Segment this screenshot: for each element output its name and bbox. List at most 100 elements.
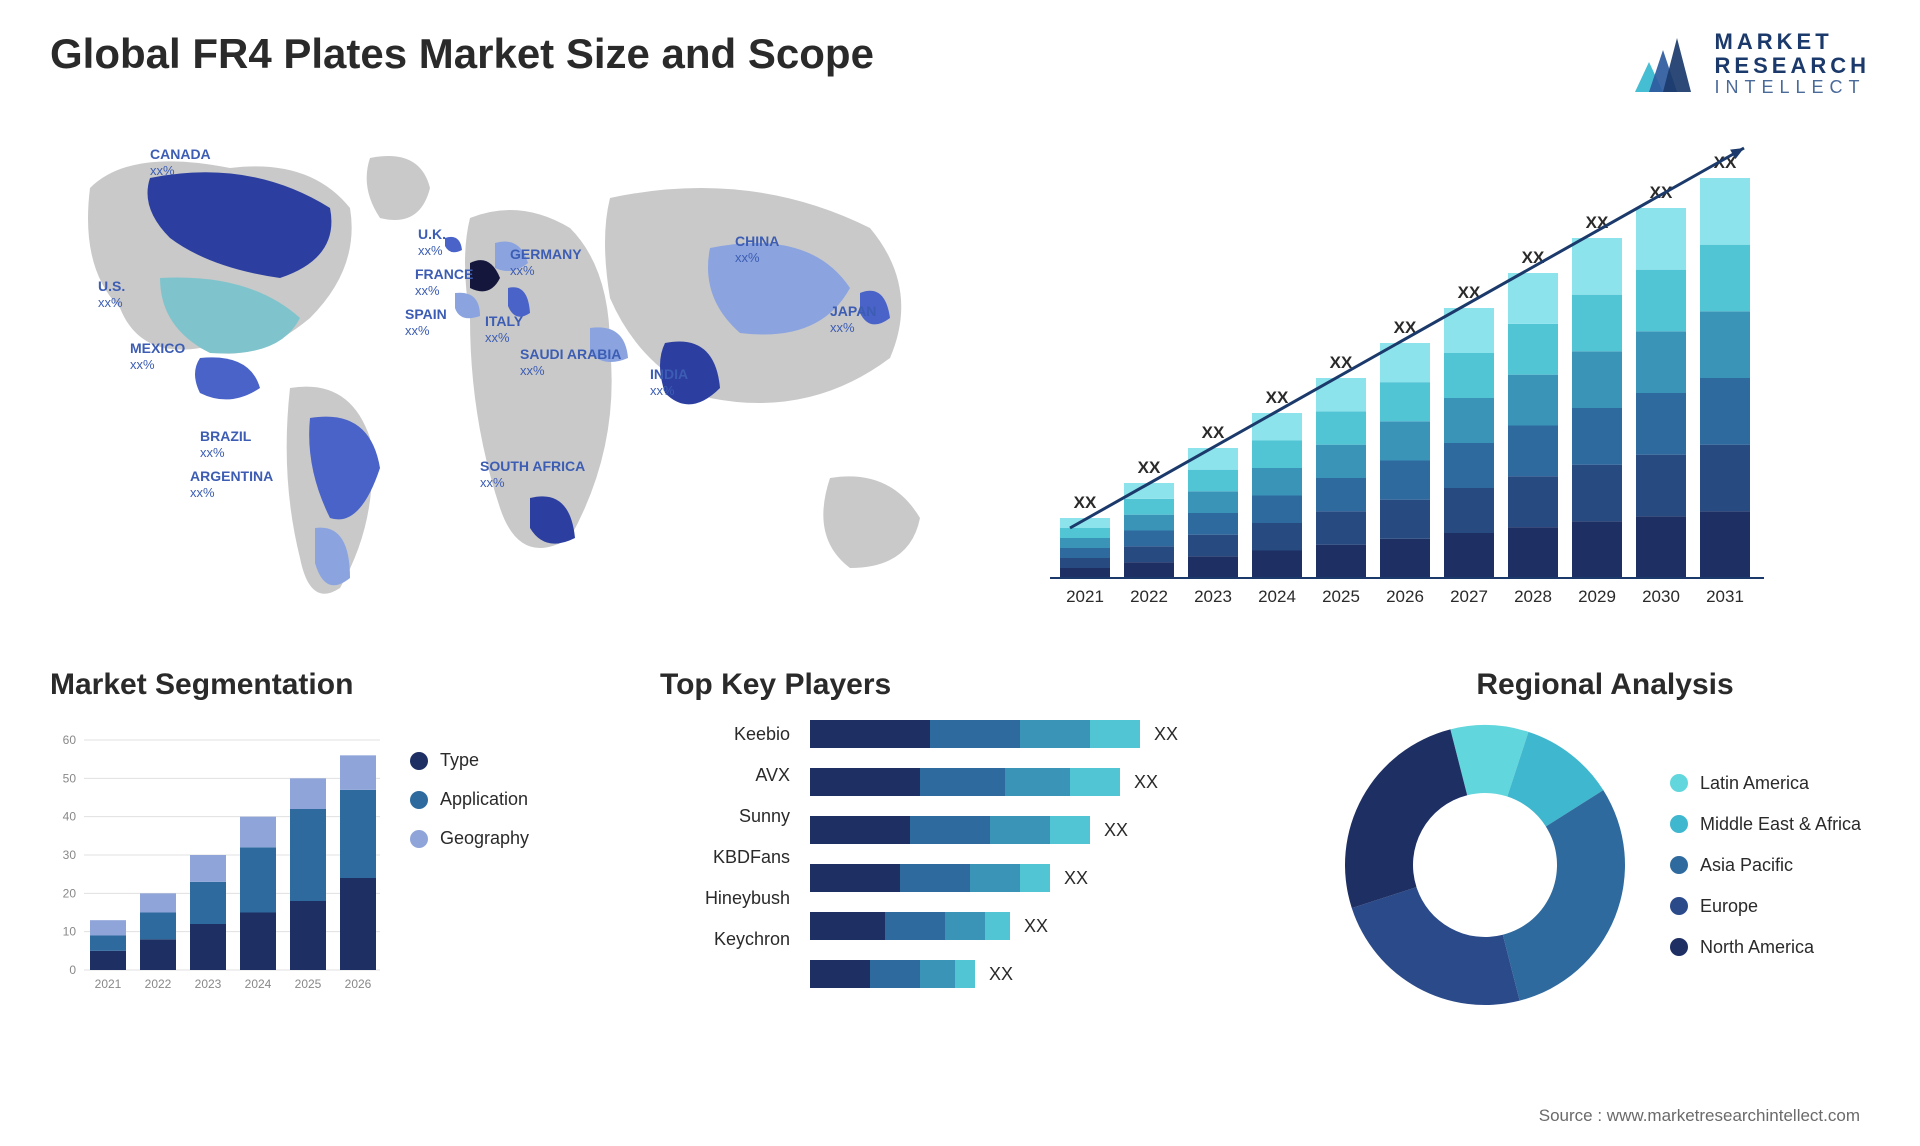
map-country-label: CANADAxx% bbox=[150, 146, 211, 178]
segmentation-title: Market Segmentation bbox=[50, 668, 610, 702]
country-name: SAUDI ARABIA bbox=[520, 346, 621, 362]
country-name: SPAIN bbox=[405, 306, 447, 322]
player-name: KBDFans bbox=[660, 847, 790, 868]
svg-text:2022: 2022 bbox=[1130, 587, 1168, 606]
player-bar-segment bbox=[945, 912, 985, 940]
country-pct: xx% bbox=[405, 323, 447, 339]
bottom-row: Market Segmentation 01020304050602021202… bbox=[50, 658, 1870, 1010]
country-name: ITALY bbox=[485, 313, 523, 329]
player-bar-segment bbox=[1020, 864, 1050, 892]
svg-text:2030: 2030 bbox=[1642, 587, 1680, 606]
logo-line2: RESEARCH bbox=[1715, 54, 1870, 78]
country-name: FRANCE bbox=[415, 266, 473, 282]
logo-line3: INTELLECT bbox=[1715, 78, 1870, 98]
player-bar-segment bbox=[810, 960, 870, 988]
legend-swatch-icon bbox=[1670, 938, 1688, 956]
market-growth-chart: XX2021XX2022XX2023XX2024XX2025XX2026XX20… bbox=[1030, 118, 1870, 628]
map-country-label: SPAINxx% bbox=[405, 306, 447, 338]
logo-bars-icon bbox=[1625, 34, 1705, 94]
players-title: Top Key Players bbox=[660, 668, 1290, 702]
svg-text:2022: 2022 bbox=[145, 977, 172, 991]
svg-text:XX: XX bbox=[1522, 248, 1545, 267]
player-bar-segment bbox=[920, 768, 1005, 796]
player-bar-segment bbox=[1090, 720, 1140, 748]
player-bar bbox=[810, 864, 1050, 892]
player-bar-segment bbox=[870, 960, 920, 988]
player-bar-segment bbox=[1070, 768, 1120, 796]
svg-text:XX: XX bbox=[1138, 458, 1161, 477]
map-country-label: GERMANYxx% bbox=[510, 246, 582, 278]
player-bar-segment bbox=[990, 816, 1050, 844]
player-value: XX bbox=[1154, 724, 1178, 745]
country-pct: xx% bbox=[650, 383, 688, 399]
legend-item: Asia Pacific bbox=[1670, 855, 1861, 876]
regional-title: Regional Analysis bbox=[1340, 668, 1870, 702]
country-pct: xx% bbox=[130, 357, 185, 373]
country-pct: xx% bbox=[485, 330, 523, 346]
player-value: XX bbox=[1134, 772, 1158, 793]
svg-text:60: 60 bbox=[63, 733, 77, 747]
legend-item: North America bbox=[1670, 937, 1861, 958]
legend-label: Asia Pacific bbox=[1700, 855, 1793, 876]
world-map: CANADAxx%U.S.xx%MEXICOxx%BRAZILxx%ARGENT… bbox=[50, 118, 970, 628]
country-name: ARGENTINA bbox=[190, 468, 273, 484]
country-pct: xx% bbox=[510, 263, 582, 279]
map-country-label: ITALYxx% bbox=[485, 313, 523, 345]
segmentation-panel: Market Segmentation 01020304050602021202… bbox=[50, 668, 610, 1010]
player-bar-row: XX bbox=[810, 768, 1290, 796]
legend-swatch-icon bbox=[1670, 815, 1688, 833]
player-bar-row: XX bbox=[810, 864, 1290, 892]
player-value: XX bbox=[1024, 916, 1048, 937]
player-bar bbox=[810, 960, 975, 988]
svg-text:2026: 2026 bbox=[345, 977, 372, 991]
map-country-label: SAUDI ARABIAxx% bbox=[520, 346, 621, 378]
legend-label: Type bbox=[440, 750, 479, 771]
player-bar bbox=[810, 768, 1120, 796]
segmentation-chart: 0102030405060202120222023202420252026 bbox=[50, 720, 380, 1000]
player-name: Hineybush bbox=[660, 888, 790, 909]
legend-item: Type bbox=[410, 750, 529, 771]
hero-row: CANADAxx%U.S.xx%MEXICOxx%BRAZILxx%ARGENT… bbox=[50, 118, 1870, 628]
svg-text:50: 50 bbox=[63, 772, 77, 786]
legend-swatch-icon bbox=[1670, 774, 1688, 792]
svg-text:2021: 2021 bbox=[95, 977, 122, 991]
regional-panel: Regional Analysis Latin AmericaMiddle Ea… bbox=[1340, 668, 1870, 1010]
legend-swatch-icon bbox=[410, 830, 428, 848]
svg-text:XX: XX bbox=[1202, 423, 1225, 442]
svg-text:40: 40 bbox=[63, 810, 77, 824]
legend-label: Latin America bbox=[1700, 773, 1809, 794]
country-pct: xx% bbox=[830, 320, 876, 336]
country-pct: xx% bbox=[190, 485, 273, 501]
svg-text:2024: 2024 bbox=[1258, 587, 1296, 606]
svg-text:2031: 2031 bbox=[1706, 587, 1744, 606]
map-country-label: ARGENTINAxx% bbox=[190, 468, 273, 500]
page-title: Global FR4 Plates Market Size and Scope bbox=[50, 30, 874, 78]
player-value: XX bbox=[1104, 820, 1128, 841]
map-country-label: INDIAxx% bbox=[650, 366, 688, 398]
legend-item: Application bbox=[410, 789, 529, 810]
logo-text: MARKET RESEARCH INTELLECT bbox=[1715, 30, 1870, 98]
country-name: CANADA bbox=[150, 146, 211, 162]
legend-swatch-icon bbox=[1670, 897, 1688, 915]
country-pct: xx% bbox=[520, 363, 621, 379]
map-country-label: U.K.xx% bbox=[418, 226, 446, 258]
svg-text:0: 0 bbox=[69, 963, 76, 977]
country-pct: xx% bbox=[415, 283, 473, 299]
country-name: JAPAN bbox=[830, 303, 876, 319]
map-country-label: BRAZILxx% bbox=[200, 428, 251, 460]
player-bar-segment bbox=[900, 864, 970, 892]
country-name: CHINA bbox=[735, 233, 779, 249]
player-bar bbox=[810, 912, 1010, 940]
svg-text:30: 30 bbox=[63, 848, 77, 862]
svg-text:XX: XX bbox=[1074, 493, 1097, 512]
logo-line1: MARKET bbox=[1715, 30, 1870, 54]
source-attribution: Source : www.marketresearchintellect.com bbox=[1539, 1106, 1860, 1126]
legend-label: Geography bbox=[440, 828, 529, 849]
regional-donut bbox=[1340, 720, 1630, 1010]
player-bar-row: XX bbox=[810, 816, 1290, 844]
country-pct: xx% bbox=[150, 163, 211, 179]
svg-text:XX: XX bbox=[1266, 388, 1289, 407]
player-value: XX bbox=[989, 964, 1013, 985]
player-bar-segment bbox=[920, 960, 955, 988]
map-country-label: JAPANxx% bbox=[830, 303, 876, 335]
